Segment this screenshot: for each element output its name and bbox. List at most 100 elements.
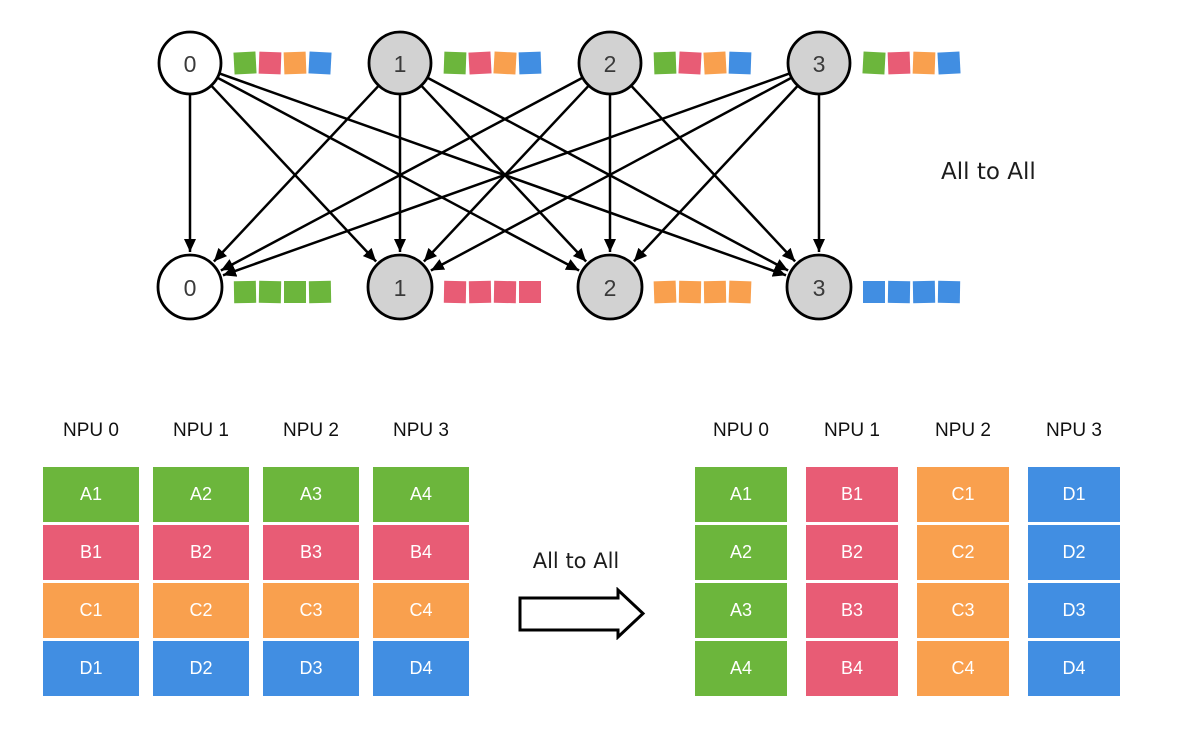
cell-C4: C4 xyxy=(373,583,469,638)
chunk-green xyxy=(233,280,257,304)
chunk-blue xyxy=(937,51,961,75)
top-node-1 xyxy=(367,30,433,96)
right-table-header-3: NPU 3 xyxy=(1046,420,1102,441)
top-node-3 xyxy=(786,30,852,96)
chunk-pink xyxy=(258,51,282,75)
cell-A3: A3 xyxy=(263,467,359,522)
graph-all-to-all-label: All to All xyxy=(941,159,1036,185)
top-node-label-3: 3 xyxy=(813,51,826,77)
right-table-header-2: NPU 2 xyxy=(935,420,991,441)
cell-C4: C4 xyxy=(917,641,1009,696)
chunk-orange xyxy=(493,51,517,75)
right-table-column-0: NPU 0 A1 A2 A3 A4 xyxy=(695,421,787,699)
bottom-node-label-1: 1 xyxy=(394,275,407,301)
cell-B1: B1 xyxy=(806,467,898,522)
cell-D2: D2 xyxy=(153,641,249,696)
left-table-header-1: NPU 1 xyxy=(173,420,229,441)
transform-all-to-all-label: All to All xyxy=(532,549,620,573)
cell-B3: B3 xyxy=(263,525,359,580)
cell-B2: B2 xyxy=(153,525,249,580)
chunk-pink xyxy=(887,51,911,75)
left-table-header-0: NPU 0 xyxy=(63,420,119,441)
cell-B2: B2 xyxy=(806,525,898,580)
edge-top0-bottom2 xyxy=(217,76,580,272)
cell-D1: D1 xyxy=(43,641,139,696)
cell-C2: C2 xyxy=(917,525,1009,580)
chunk-blue xyxy=(887,280,911,304)
cell-D1: D1 xyxy=(1028,467,1120,522)
chunk-green xyxy=(284,281,306,303)
bottom-node-label-0: 0 xyxy=(184,275,197,301)
cell-A4: A4 xyxy=(695,641,787,696)
bottom-node-label-2: 2 xyxy=(604,275,617,301)
cell-D4: D4 xyxy=(1028,641,1120,696)
chunk-orange xyxy=(912,51,936,75)
chunk-green xyxy=(653,51,677,75)
right-table-header-0: NPU 0 xyxy=(713,420,769,441)
edge-top1-bottom3 xyxy=(427,76,789,272)
all-to-all-graph: 0 1 2 3 0 1 2 3 xyxy=(156,30,961,321)
chunk-orange xyxy=(653,280,677,304)
right-table-column-3: NPU 3 D1 D2 D3 D4 xyxy=(1028,421,1120,699)
chunk-green xyxy=(443,51,467,75)
chunk-orange xyxy=(703,51,727,75)
cell-C1: C1 xyxy=(917,467,1009,522)
chunk-pink xyxy=(468,51,492,75)
edge-top2-bottom3 xyxy=(630,85,797,263)
left-table-column-1: NPU 1 A2 B2 C2 D2 xyxy=(153,421,249,699)
chunk-blue xyxy=(912,280,936,304)
cell-A2: A2 xyxy=(153,467,249,522)
edge-top1-bottom0 xyxy=(212,85,380,263)
top-node-label-0: 0 xyxy=(184,51,197,77)
chunk-orange xyxy=(728,280,752,304)
cell-D4: D4 xyxy=(373,641,469,696)
left-table-header-2: NPU 2 xyxy=(283,420,339,441)
edge-top3-bottom0 xyxy=(222,72,790,277)
cell-C3: C3 xyxy=(263,583,359,638)
cell-D3: D3 xyxy=(1028,583,1120,638)
cell-C1: C1 xyxy=(43,583,139,638)
chunk-blue xyxy=(728,51,752,75)
chunk-blue xyxy=(518,51,542,75)
chunk-blue xyxy=(937,280,961,304)
chunk-green xyxy=(233,51,257,75)
cell-B3: B3 xyxy=(806,583,898,638)
top-node-2 xyxy=(577,30,643,96)
edge-top3-bottom2 xyxy=(632,85,799,263)
top-node-0 xyxy=(157,30,223,96)
cell-A1: A1 xyxy=(695,467,787,522)
bottom-node-1 xyxy=(366,253,434,321)
top-node-label-1: 1 xyxy=(394,51,407,77)
right-table-column-1: NPU 1 B1 B2 B3 B4 xyxy=(806,421,898,699)
left-table-column-0: NPU 0 A1 B1 C1 D1 xyxy=(43,421,139,699)
left-table-column-3: NPU 3 A4 B4 C4 D4 xyxy=(373,421,469,699)
chunk-green xyxy=(862,51,886,75)
cell-B4: B4 xyxy=(806,641,898,696)
bottom-node-0 xyxy=(156,253,224,321)
chunk-orange xyxy=(283,51,307,75)
edge-top2-bottom0 xyxy=(220,76,583,272)
chunk-blue xyxy=(863,281,885,303)
edge-top0-bottom1 xyxy=(210,85,378,263)
cell-C2: C2 xyxy=(153,583,249,638)
bottom-node-2 xyxy=(576,253,644,321)
chunk-orange xyxy=(703,280,727,304)
cell-B1: B1 xyxy=(43,525,139,580)
bottom-node-3 xyxy=(785,253,853,321)
chunk-green xyxy=(308,280,332,304)
cell-D2: D2 xyxy=(1028,525,1120,580)
chunk-orange xyxy=(678,280,702,304)
chunk-pink xyxy=(678,51,702,75)
edge-top3-bottom1 xyxy=(430,76,792,272)
chunk-pink xyxy=(493,280,517,304)
cell-A1: A1 xyxy=(43,467,139,522)
bottom-node-label-3: 3 xyxy=(813,275,826,301)
block-arrow-icon xyxy=(518,587,646,640)
cell-B4: B4 xyxy=(373,525,469,580)
chunk-pink xyxy=(468,280,492,304)
left-table-column-2: NPU 2 A3 B3 C3 D3 xyxy=(263,421,359,699)
cell-C3: C3 xyxy=(917,583,1009,638)
cell-A2: A2 xyxy=(695,525,787,580)
cell-A3: A3 xyxy=(695,583,787,638)
